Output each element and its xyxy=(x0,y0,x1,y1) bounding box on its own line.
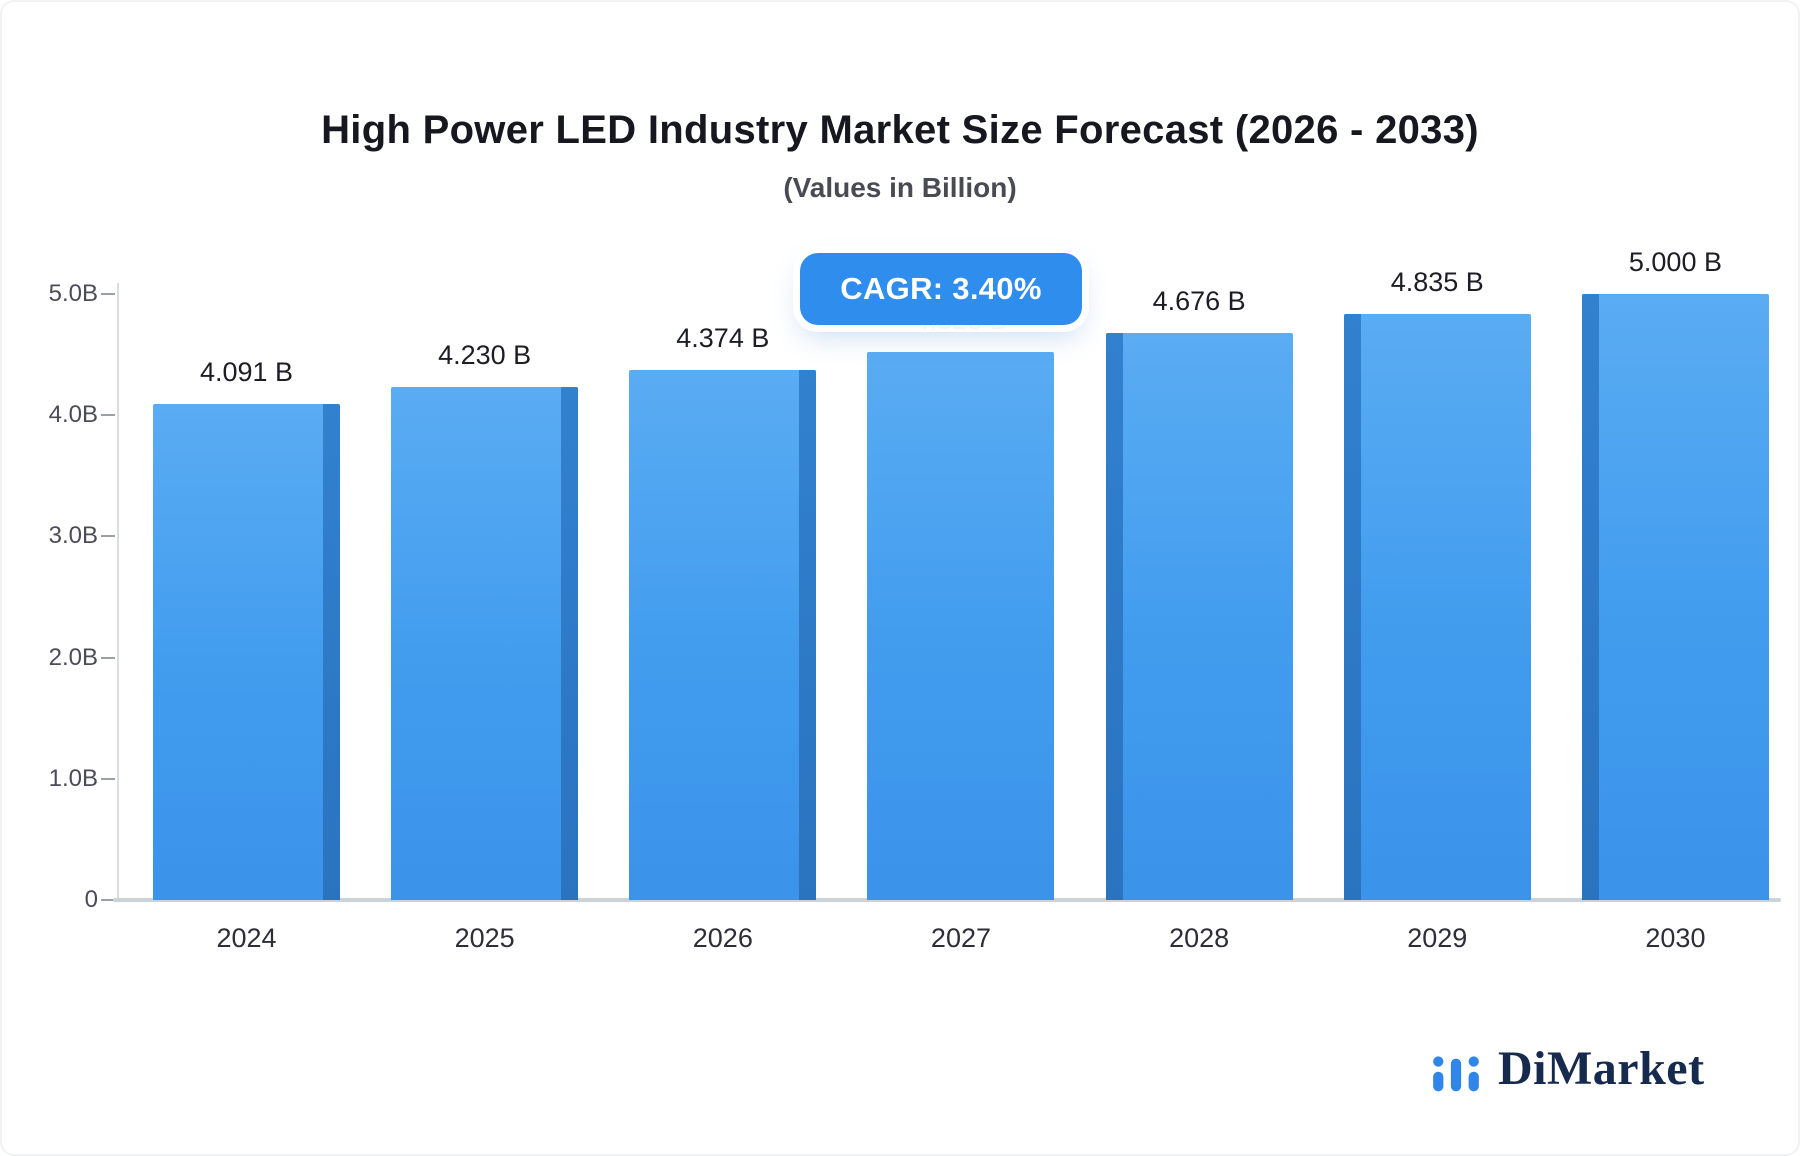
dimarket-logo-icon xyxy=(1428,1040,1484,1096)
cagr-badge: CAGR: 3.40% xyxy=(800,253,1082,325)
y-tick-mark xyxy=(101,414,115,416)
bar-value-label: 5.000 B xyxy=(1628,247,1722,277)
x-axis-label: 2028 xyxy=(1169,923,1230,953)
x-axis-label: 2027 xyxy=(930,923,991,953)
x-axis-label: 2029 xyxy=(1407,923,1468,953)
bar-2030[interactable] xyxy=(1581,294,1769,900)
bar-3d-side-shade xyxy=(799,370,817,900)
bar-2028[interactable] xyxy=(1105,333,1293,900)
y-tick-mark xyxy=(101,657,115,659)
y-tick-label: 2.0B xyxy=(48,644,98,671)
x-axis-label: 2025 xyxy=(454,923,515,953)
bar-value-label: 4.374 B xyxy=(676,323,770,353)
bar-3d-side-shade xyxy=(1105,333,1123,900)
x-axis-label: 2026 xyxy=(692,923,753,953)
y-axis-tickmarks xyxy=(101,293,115,901)
y-tick-mark xyxy=(101,293,115,295)
bar-column-2026: 4.374 B 2026 xyxy=(629,294,817,953)
y-axis-labels: 5.0B 4.0B 3.0B 2.0B 1.0B 0 xyxy=(30,280,98,913)
bar-2026[interactable] xyxy=(629,370,817,900)
bar-2027[interactable] xyxy=(867,352,1055,900)
bar-value-label: 4.676 B xyxy=(1152,286,1246,316)
bar-2029[interactable] xyxy=(1343,314,1531,900)
y-tick-mark xyxy=(101,535,115,537)
y-tick-mark xyxy=(101,778,115,780)
dimarket-logo: DiMarket xyxy=(1428,1040,1705,1096)
chart-subtitle: (Values in Billion) xyxy=(783,172,1017,203)
bar-column-2027: 4.523 B 2027 xyxy=(867,294,1055,953)
y-tick-label: 1.0B xyxy=(48,765,98,792)
dimarket-logo-text: DiMarket xyxy=(1498,1041,1705,1095)
bar-column-2024: 4.091 B 2024 xyxy=(153,294,340,953)
bar-chart-plot-area: 4.091 B 2024 4.230 B 2025 4.374 B 2026 4… xyxy=(119,247,1777,953)
bar-3d-side-shade xyxy=(1343,314,1361,900)
x-axis-line xyxy=(113,898,1781,902)
x-axis-label: 2024 xyxy=(216,923,277,953)
bar-column-2025: 4.230 B 2025 xyxy=(391,294,579,953)
bar-2025[interactable] xyxy=(391,387,579,900)
bar-3d-side-shade xyxy=(561,387,579,900)
bar-3d-side-shade xyxy=(1581,294,1599,900)
bar-2024[interactable] xyxy=(153,404,340,900)
bar-3d-side-shade xyxy=(323,404,340,900)
y-tick-label: 0 xyxy=(84,886,98,913)
y-tick-label: 4.0B xyxy=(48,401,98,428)
y-tick-mark xyxy=(101,899,115,901)
bar-value-label: 4.230 B xyxy=(438,340,532,370)
bar-column-2028: 4.676 B 2028 xyxy=(1105,286,1293,953)
y-tick-label: 5.0B xyxy=(48,280,98,307)
y-axis-line xyxy=(117,283,119,900)
y-tick-label: 3.0B xyxy=(48,522,98,549)
chart-title: High Power LED Industry Market Size Fore… xyxy=(321,108,1479,152)
bar-value-label: 4.091 B xyxy=(199,357,294,387)
bar-column-2029: 4.835 B 2029 xyxy=(1343,267,1531,953)
bar-value-label: 4.835 B xyxy=(1390,267,1484,297)
x-axis-label: 2030 xyxy=(1645,923,1706,953)
bar-column-2030: 5.000 B 2030 xyxy=(1581,247,1769,953)
